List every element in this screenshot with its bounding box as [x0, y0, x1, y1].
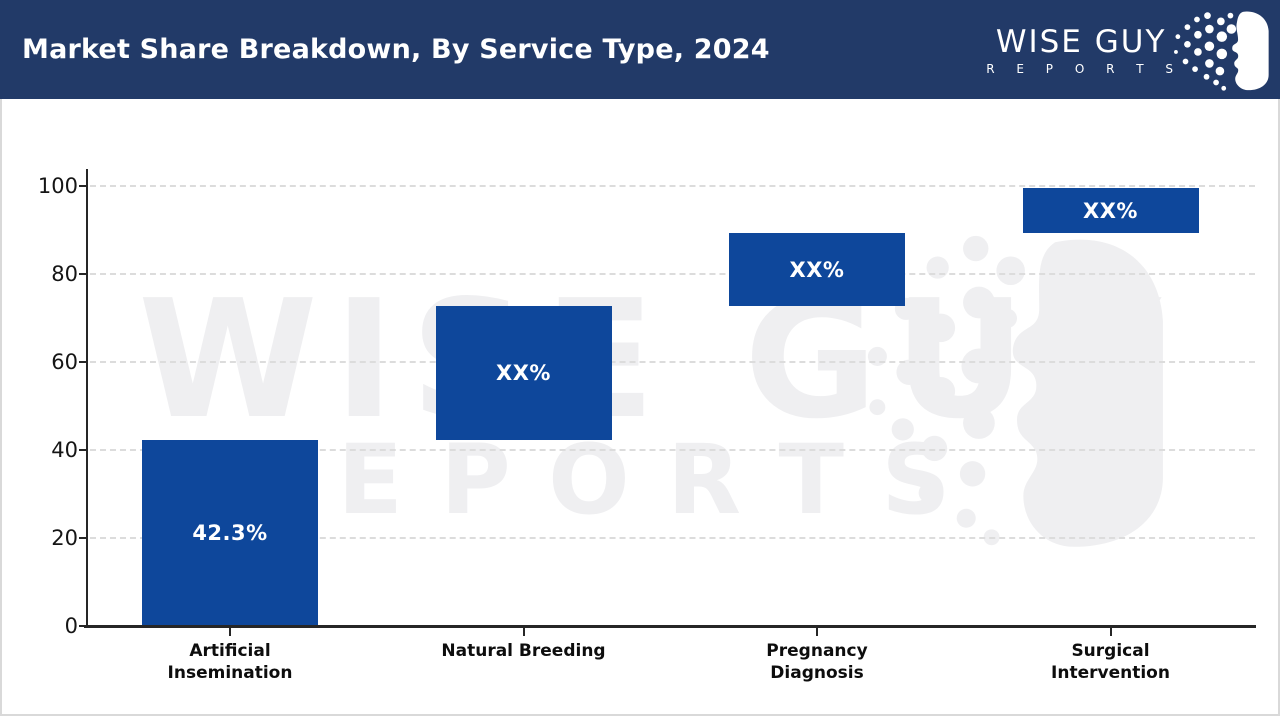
wiseguy-logo: WISE GUY R E P O R T S: [980, 8, 1270, 94]
category-label-line: Intervention: [1051, 663, 1170, 683]
category-label-artificial-insemination: Artificial Insemination: [80, 640, 380, 684]
x-tick-4: [1109, 628, 1112, 636]
y-tick-100: [79, 185, 88, 187]
y-axis-line: [86, 169, 88, 627]
category-label-surgical-intervention: Surgical Intervention: [961, 640, 1261, 684]
logo-title: WISE GUY: [995, 24, 1167, 60]
x-tick-2: [522, 628, 525, 636]
page-title: Market Share Breakdown, By Service Type,…: [22, 34, 770, 65]
gridline-60: [90, 361, 1255, 363]
y-tick-20: [79, 537, 88, 539]
watermark-head-dots-icon: [867, 235, 1163, 547]
y-tick-0: [79, 625, 88, 627]
bar-value-label: XX%: [496, 360, 551, 385]
category-label-pregnancy-diagnosis: Pregnancy Diagnosis: [667, 640, 967, 684]
watermark-text-line2: R E P O R T S: [226, 424, 953, 536]
gridline-80: [90, 273, 1255, 275]
y-tick-label-60: 60: [51, 350, 78, 374]
gridline-100: [90, 185, 1255, 187]
wiseguy-head-icon: [1174, 11, 1269, 91]
bar-surgical-intervention: XX%: [1022, 188, 1199, 234]
category-label-line: Artificial: [189, 641, 271, 661]
y-tick-label-0: 0: [64, 614, 78, 638]
category-label-natural-breeding: Natural Breeding: [374, 640, 674, 662]
category-label-line: Surgical: [1071, 641, 1150, 661]
wiseguy-logo-text: WISE GUY R E P O R T S: [980, 25, 1182, 76]
y-tick-label-20: 20: [51, 526, 78, 550]
category-label-line: Pregnancy: [766, 641, 868, 661]
category-label-line: Natural Breeding: [441, 641, 606, 661]
y-tick-label-40: 40: [51, 438, 78, 462]
x-tick-3: [816, 628, 818, 636]
gridline-40: [90, 449, 1255, 451]
category-label-line: Diagnosis: [770, 663, 864, 683]
logo-subtitle: R E P O R T S: [986, 62, 1182, 76]
y-tick-label-80: 80: [51, 262, 78, 286]
bar-pregnancy-diagnosis: XX%: [729, 233, 905, 307]
category-label-line: Insemination: [167, 663, 293, 683]
y-tick-60: [79, 361, 88, 363]
y-tick-40: [79, 449, 88, 451]
y-tick-80: [79, 273, 88, 275]
bar-value-label: XX%: [789, 257, 845, 282]
x-tick-1: [229, 628, 231, 636]
bar-value-label: 42.3%: [192, 520, 268, 545]
bar-natural-breeding: XX%: [435, 306, 612, 440]
y-tick-label-100: 100: [37, 174, 78, 198]
bar-value-label: XX%: [1083, 198, 1138, 223]
header-bar: Market Share Breakdown, By Service Type,…: [0, 0, 1280, 99]
gridline-20: [90, 537, 1255, 539]
bar-artificial-insemination: 42.3%: [142, 439, 318, 626]
x-axis-line: [84, 625, 1256, 628]
